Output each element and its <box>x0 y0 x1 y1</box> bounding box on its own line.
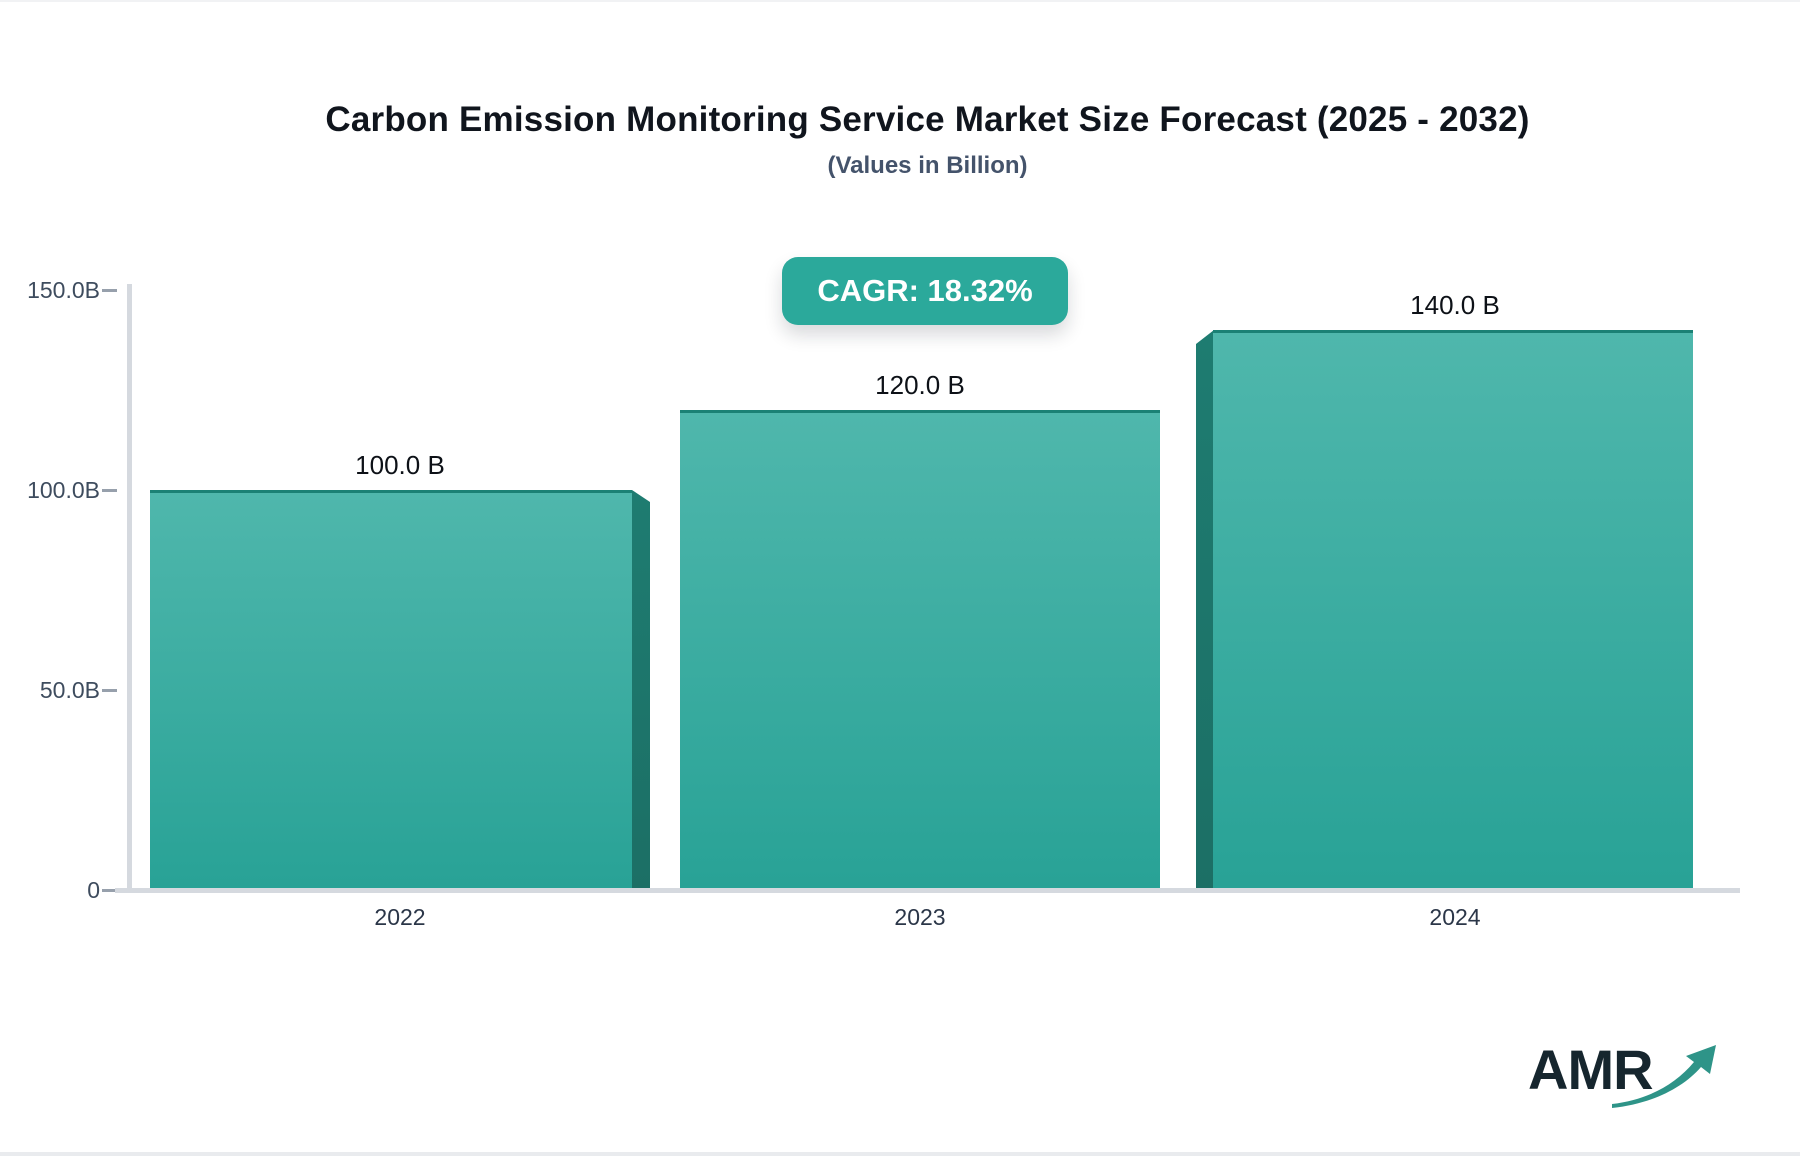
y-axis-tick-label: 0 <box>87 877 100 903</box>
x-axis-line <box>115 888 1740 893</box>
x-axis-category-label: 2024 <box>1429 904 1481 930</box>
bar-value-label: 120.0 B <box>875 370 965 400</box>
bar-value-label: 140.0 B <box>1410 290 1500 320</box>
bar-3d-side-face <box>632 490 650 890</box>
y-axis-tick-label: 50.0B <box>39 677 100 703</box>
bar-2023 <box>680 410 1160 890</box>
bar-2022 <box>150 490 632 890</box>
bar-3d-side-face <box>1196 330 1214 890</box>
y-axis-line <box>127 284 132 893</box>
x-axis-category-label: 2023 <box>894 904 946 930</box>
trend-up-arrow-icon <box>1612 1045 1716 1108</box>
y-axis-tick-label: 150.0B <box>27 277 100 303</box>
bar-2024 <box>1213 330 1693 890</box>
chart-title: Carbon Emission Monitoring Service Marke… <box>325 100 1530 139</box>
cagr-badge-label: CAGR: 18.32% <box>817 273 1033 308</box>
y-axis-tick-label: 100.0B <box>27 477 100 503</box>
y-axis-tick-mark <box>102 689 117 692</box>
x-axis-category-label: 2022 <box>374 904 426 930</box>
amr-logo: AMR <box>1528 1038 1716 1110</box>
y-axis-tick-mark <box>102 289 117 292</box>
cagr-badge: CAGR: 18.32% <box>782 257 1068 325</box>
chart-subtitle: (Values in Billion) <box>827 152 1028 179</box>
y-axis-tick-mark <box>102 889 117 892</box>
y-axis-tick-mark <box>102 489 117 492</box>
bar-value-label: 100.0 B <box>355 450 445 480</box>
amr-logo-text: AMR <box>1528 1038 1654 1101</box>
